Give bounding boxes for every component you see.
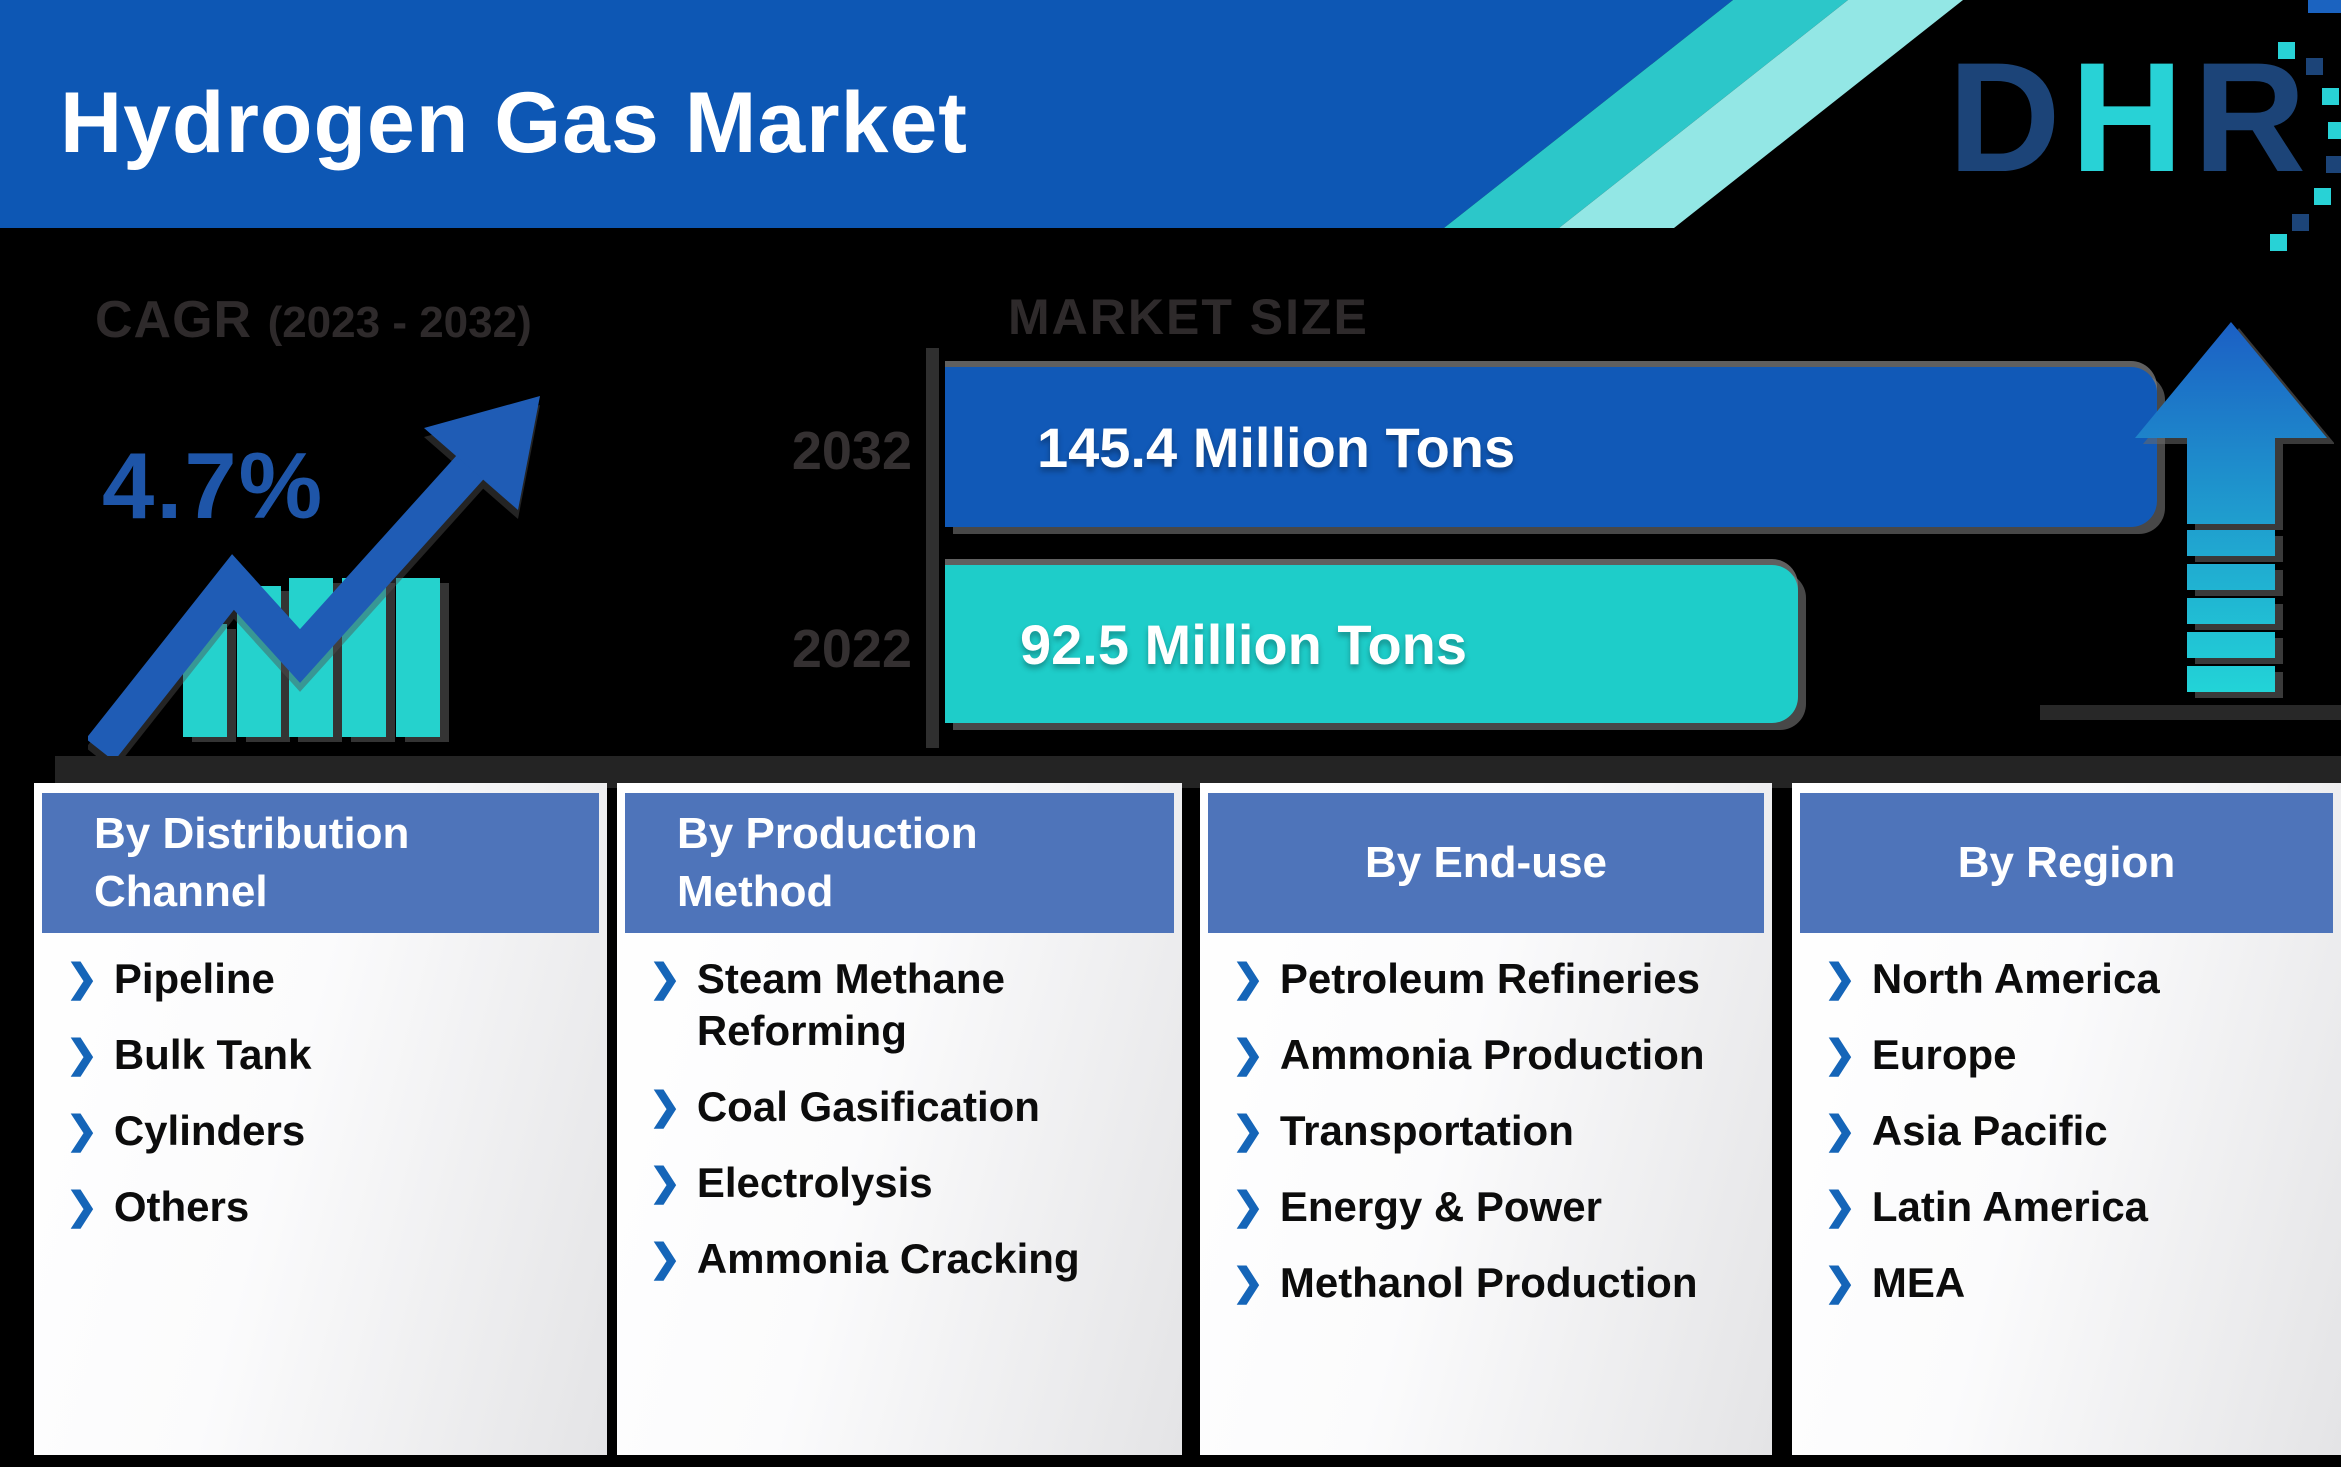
panel-item-list: ❯ Steam Methane Reforming ❯ Coal Gasificat… [617,933,1182,1297]
cagr-value: 4.7% [102,433,325,538]
item-label: Electrolysis [696,1159,933,1206]
item-label: Europe [1871,1031,2017,1078]
item-label: Petroleum Refineries [1279,955,1700,1002]
chevron-right-icon: ❯ [1824,1186,1856,1228]
item-label: Pipeline [113,955,275,1002]
axis-line [926,348,939,748]
chevron-right-icon: ❯ [649,1086,681,1128]
item-label: Transportation [1279,1107,1574,1154]
panel-title-line: By Production [677,809,978,858]
item-label: Latin America [1871,1183,2149,1230]
year-label-2032: 2032 [791,421,912,481]
panel-title-line: Channel [94,867,268,916]
chevron-right-icon: ❯ [649,958,681,1000]
chevron-right-icon: ❯ [66,1110,98,1152]
corner-accent-square [2308,0,2341,13]
logo-letter-r: R [2193,31,2306,205]
list-item: ❯ Pipeline [66,941,589,1017]
chevron-right-icon: ❯ [1232,1186,1264,1228]
item-label: Others [113,1183,250,1230]
chevron-right-icon: ❯ [1232,958,1264,1000]
panel-title: By Region [1800,793,2333,933]
list-item: ❯ MEA [1824,1245,2323,1321]
chevron-right-icon: ❯ [649,1238,681,1280]
header-bar [0,0,1733,228]
chevron-right-icon: ❯ [1232,1110,1264,1152]
list-item: ❯ North America [1824,941,2323,1017]
panels-top-shadow [55,756,2341,788]
logo-dots-arc [2270,42,2341,252]
list-item: ❯ Petroleum Refineries [1232,941,1754,1017]
panel-by-production-method: By Production Method ❯ Steam Methane Refo… [617,783,1182,1455]
list-item: ❯ Cylinders [66,1093,589,1169]
item-label: North America [1871,955,2160,1002]
panel-title-line: Method [677,867,834,916]
list-item: ❯ Asia Pacific [1824,1093,2323,1169]
list-item: ❯ Methanol Production [1232,1245,1754,1321]
chevron-right-icon: ❯ [66,1034,98,1076]
panel-by-region: By Region ❯ North America ❯ Europe ❯ Asia P… [1792,783,2341,1455]
chevron-right-icon: ❯ [1232,1262,1264,1304]
chevron-right-icon: ❯ [1824,1110,1856,1152]
list-item: ❯ Coal Gasification [649,1069,1164,1145]
panel-title-line: By Distribution [94,809,410,858]
item-label: Bulk Tank [113,1031,312,1078]
item-label: Asia Pacific [1871,1107,2108,1154]
list-item: ❯ Ammonia Production [1232,1017,1754,1093]
cagr-period: (2023 - 2032) [267,298,532,347]
year-label-2022: 2022 [791,619,912,679]
item-label: Steam Methane Reforming [696,955,1005,1054]
chevron-right-icon: ❯ [1824,958,1856,1000]
panel-item-list: ❯ North America ❯ Europe ❯ Asia Pacific ❯ La… [1792,933,2341,1321]
page-title: Hydrogen Gas Market [60,75,968,171]
item-label: Methanol Production [1279,1259,1698,1306]
bar-value-label: 92.5 Million Tons [1020,612,1468,676]
bar-2022: 92.5 Million Tons [945,565,1798,723]
item-label: Energy & Power [1279,1183,1602,1230]
chevron-right-icon: ❯ [1824,1262,1856,1304]
panel-title: By Distribution Channel [42,793,599,933]
cagr-label: CAGR (2023 - 2032) [95,290,532,350]
bar-value-label: 145.4 Million Tons [1037,415,1516,479]
list-item: ❯ Bulk Tank [66,1017,589,1093]
list-item: ❯ Transportation [1232,1093,1754,1169]
chevron-right-icon: ❯ [649,1162,681,1204]
market-size-label: MARKET SIZE [1008,289,1369,345]
list-item: ❯ Others [66,1169,589,1245]
chevron-right-icon: ❯ [1824,1034,1856,1076]
growth-chart-icon [88,396,540,756]
list-item: ❯ Electrolysis [649,1145,1164,1221]
item-label: Coal Gasification [696,1083,1040,1130]
item-label: Ammonia Production [1279,1031,1705,1078]
panel-title: By End-use [1208,793,1764,933]
panel-title-line: By Region [1957,838,2176,887]
brand-logo: D H R [1948,31,2306,205]
logo-letter-d: D [1948,31,2061,205]
panel-item-list: ❯ Petroleum Refineries ❯ Ammonia Productio… [1200,933,1772,1321]
panel-title: By Production Method [625,793,1174,933]
item-label: MEA [1871,1259,1966,1306]
panel-title-line: By End-use [1364,838,1608,887]
item-label: Ammonia Cracking [696,1235,1080,1282]
panel-item-list: ❯ Pipeline ❯ Bulk Tank ❯ Cylinders ❯ Others [34,933,607,1245]
growth-arrow-icon [2135,322,2327,692]
list-item: ❯ Latin America [1824,1169,2323,1245]
list-item: ❯ Steam Methane Reforming [649,941,1164,1069]
chevron-right-icon: ❯ [66,958,98,1000]
item-label: Cylinders [113,1107,306,1154]
bar-2032: 145.4 Million Tons [945,367,2157,527]
list-item: ❯ Energy & Power [1232,1169,1754,1245]
panel-by-end-use: By End-use ❯ Petroleum Refineries ❯ Ammoni… [1200,783,1772,1455]
panel-by-distribution-channel: By Distribution Channel ❯ Pipeline ❯ Bulk … [34,783,607,1455]
logo-letter-h: H [2070,31,2184,205]
list-item: ❯ Europe [1824,1017,2323,1093]
list-item: ❯ Ammonia Cracking [649,1221,1164,1297]
cagr-title: CAGR [95,291,253,349]
chevron-right-icon: ❯ [66,1186,98,1228]
arrow-ground-shadow [2040,705,2341,720]
chevron-right-icon: ❯ [1232,1034,1264,1076]
